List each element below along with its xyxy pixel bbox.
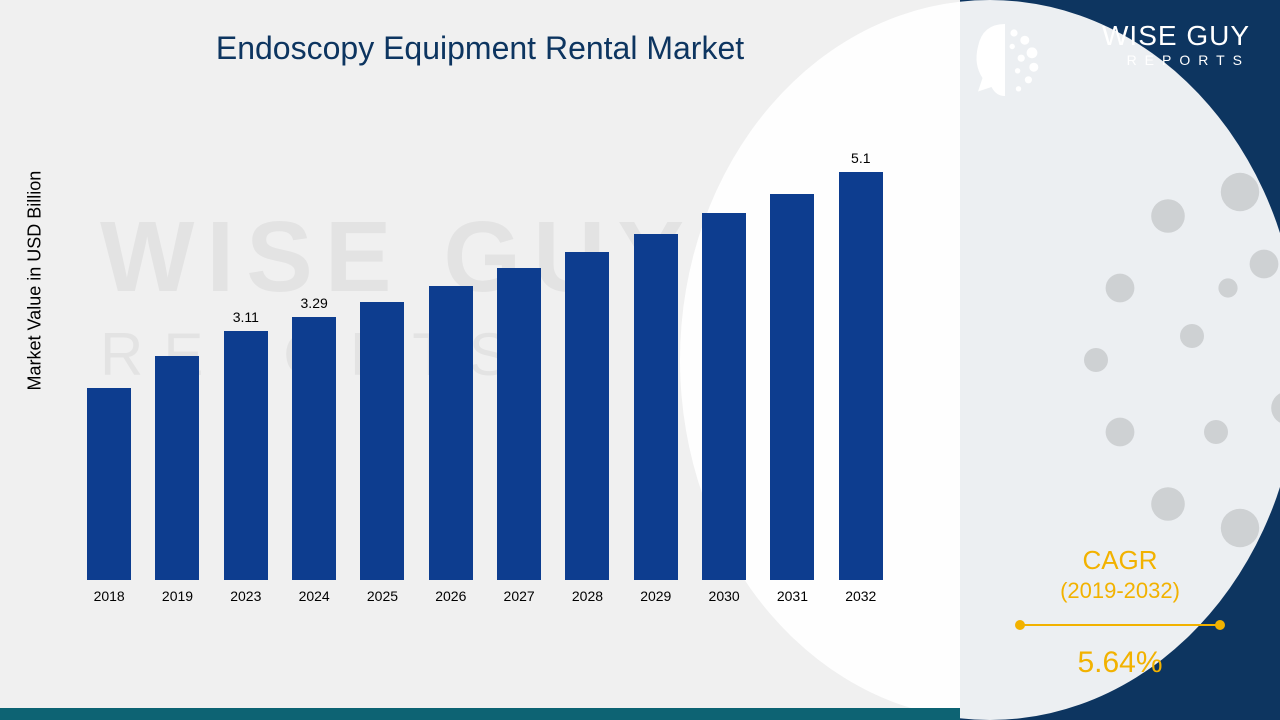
bar	[155, 356, 199, 580]
bar-plot: 3.11 3.29 5.1	[75, 140, 895, 580]
bar-group: 5.1	[833, 172, 889, 580]
main-container: WISE GUY REPORTS Endoscopy Equipment Ren…	[0, 0, 1280, 720]
x-axis-tick-label: 2031	[764, 588, 820, 604]
bar	[770, 194, 814, 580]
logo-text-main: WISE GUY	[1102, 20, 1250, 52]
logo-text-sub: REPORTS	[1102, 52, 1250, 68]
brand-logo: WISE GUY REPORTS	[1102, 20, 1250, 68]
x-axis-tick-label: 2026	[423, 588, 479, 604]
bar	[497, 268, 541, 580]
bottom-accent-bar	[0, 708, 960, 720]
x-axis-tick-label: 2030	[696, 588, 752, 604]
bar-group	[423, 286, 479, 580]
bar-group	[354, 302, 410, 580]
x-axis-tick-label: 2027	[491, 588, 547, 604]
cagr-block: CAGR (2019-2032) 5.64%	[960, 545, 1280, 680]
x-axis-labels: 2018 2019 2023 2024 2025 2026 2027 2028 2029 2030…	[75, 588, 895, 604]
bar-group	[764, 194, 820, 580]
y-axis-label: Market Value in USD Billion	[25, 171, 46, 391]
bar	[87, 388, 131, 580]
bar-value-label: 3.29	[301, 295, 328, 311]
bar	[565, 252, 609, 580]
bar	[634, 234, 678, 580]
bar-group	[559, 252, 615, 580]
bar-group	[696, 213, 752, 580]
x-axis-tick-label: 2028	[559, 588, 615, 604]
bar-group	[491, 268, 547, 580]
bar: 5.1	[839, 172, 883, 580]
x-axis-tick-label: 2023	[218, 588, 274, 604]
chart-title: Endoscopy Equipment Rental Market	[0, 30, 960, 67]
cagr-years: (2019-2032)	[960, 578, 1280, 604]
x-axis-tick-label: 2029	[628, 588, 684, 604]
cagr-label: CAGR	[960, 545, 1280, 576]
x-axis-tick-label: 2024	[286, 588, 342, 604]
bar	[360, 302, 404, 580]
bar-value-label: 5.1	[851, 150, 870, 166]
dots-watermark-icon	[1000, 120, 1280, 600]
x-axis-tick-label: 2018	[81, 588, 137, 604]
logo-head-icon	[960, 15, 1050, 105]
x-axis-tick-label: 2025	[354, 588, 410, 604]
x-axis-tick-label: 2019	[149, 588, 205, 604]
bar-group: 3.11	[218, 331, 274, 580]
bar: 3.11	[224, 331, 268, 580]
bar-group	[628, 234, 684, 580]
right-panel: WISE GUY REPORTS CAGR (2019-2032) 5.64%	[960, 0, 1280, 720]
bar-group: 3.29	[286, 317, 342, 580]
bar	[702, 213, 746, 580]
cagr-divider	[1020, 624, 1220, 626]
bar-value-label: 3.11	[233, 309, 259, 325]
bar	[429, 286, 473, 580]
bar: 3.29	[292, 317, 336, 580]
bar-group	[81, 388, 137, 580]
bars-container: 3.11 3.29 5.1	[75, 140, 895, 580]
x-axis-tick-label: 2032	[833, 588, 889, 604]
cagr-value: 5.64%	[960, 646, 1280, 680]
bar-group	[149, 356, 205, 580]
